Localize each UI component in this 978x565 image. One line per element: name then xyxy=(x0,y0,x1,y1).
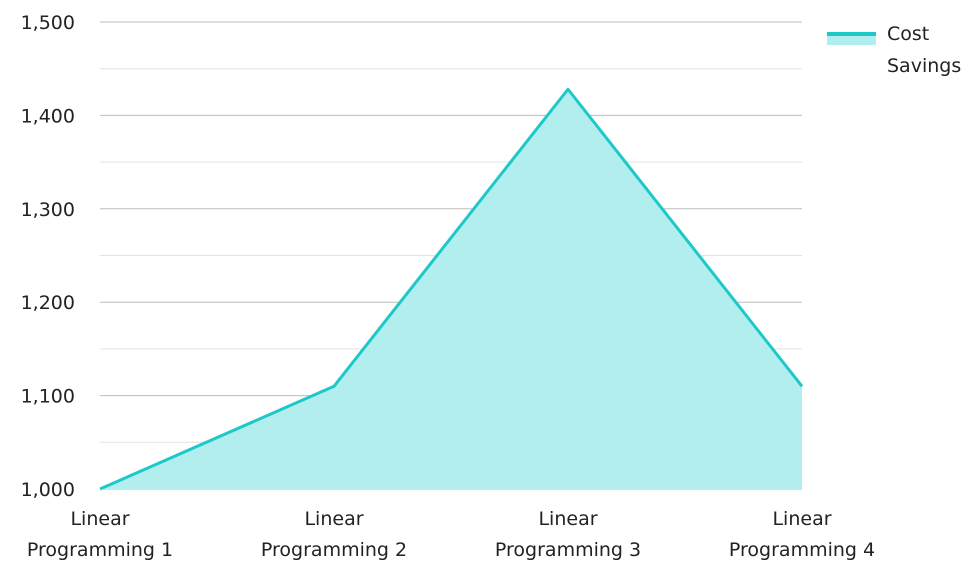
x-tick-label-line: Linear xyxy=(772,508,831,530)
x-tick-label-line: Programming 4 xyxy=(729,539,875,561)
x-tick-label-line: Linear xyxy=(538,508,597,530)
series-area-fill xyxy=(100,89,802,490)
series-line xyxy=(99,87,804,491)
legend: Cost Savings xyxy=(827,23,961,77)
legend-swatch-fill xyxy=(827,34,876,45)
y-tick-label: 1,200 xyxy=(21,292,75,314)
legend-swatch-line xyxy=(827,32,876,36)
x-tick-label-line: Linear xyxy=(70,508,129,530)
y-tick-label: 1,000 xyxy=(21,479,75,501)
x-tick-label-line: Linear xyxy=(304,508,363,530)
y-tick-label: 1,400 xyxy=(21,105,75,127)
x-tick-label: Linear Programming 2 xyxy=(261,508,407,561)
x-tick-label-line: Programming 3 xyxy=(495,539,641,561)
y-tick-label: 1,300 xyxy=(21,199,75,221)
legend-label: Cost Savings xyxy=(887,23,961,77)
y-axis-tick-labels: 1,000 1,100 1,200 1,300 1,400 1,500 xyxy=(21,12,75,501)
legend-label-line: Cost xyxy=(887,23,929,45)
x-tick-label-line: Programming 1 xyxy=(27,539,173,561)
x-tick-label: Linear Programming 3 xyxy=(495,508,641,561)
y-tick-label: 1,100 xyxy=(21,386,75,408)
x-tick-label: Linear Programming 1 xyxy=(27,508,173,561)
y-tick-label: 1,500 xyxy=(21,12,75,34)
legend-label-line: Savings xyxy=(887,55,961,77)
x-tick-label: Linear Programming 4 xyxy=(729,508,875,561)
x-tick-label-line: Programming 2 xyxy=(261,539,407,561)
